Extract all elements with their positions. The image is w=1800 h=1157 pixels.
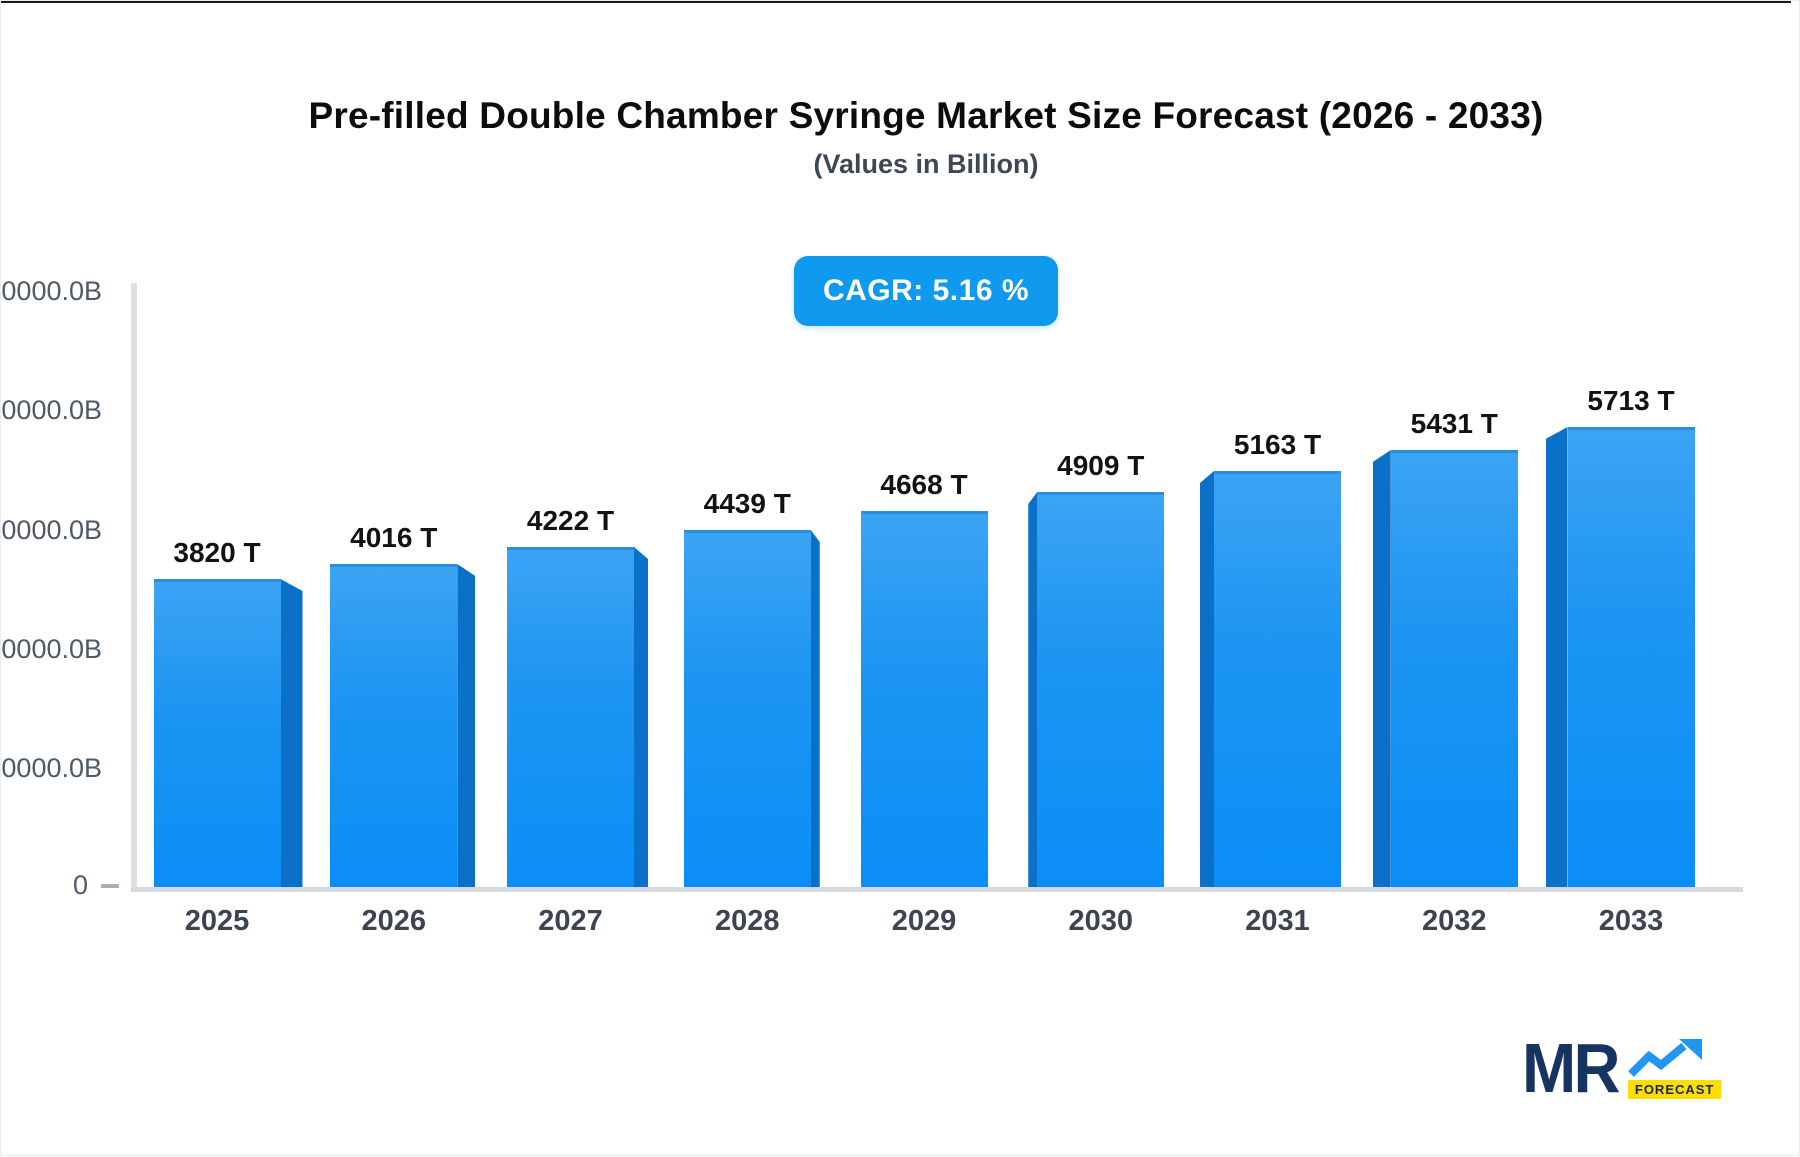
brand-logo: MR FORECAST [1522,1029,1722,1107]
bar-value-label-2026: 4016 T [350,522,438,553]
bar-value-label-2032: 5431 T [1410,408,1498,439]
x-axis-label-2031: 2031 [1245,905,1310,937]
bar-2028 [683,530,811,887]
bar-2030 [1037,492,1165,887]
x-axis-line [131,887,1743,892]
y-axis-label-3: 0000.0B [1,634,102,664]
top-border-line [1,1,1791,3]
bar-2028-side-face [810,530,820,887]
x-axis-label-2027: 2027 [538,905,603,937]
x-axis-label-2028: 2028 [714,905,780,937]
x-axis-label-2030: 2030 [1068,905,1133,937]
cagr-label: CAGR: 5.16 % [822,274,1030,307]
bar-2032-side-face [1372,450,1391,887]
logo-right-block: FORECAST [1627,1039,1722,1099]
bar-2025 [153,579,281,887]
y-axis-label-0: 0000.0B [1,276,102,306]
bar-2027-side-face [634,547,648,887]
chart-subtitle: (Values in Billion) [813,149,1039,179]
y-axis-label-2: 0000.0B [1,515,102,545]
chart-title: Pre-filled Double Chamber Syringe Market… [308,95,1544,136]
x-axis-label-2026: 2026 [361,905,426,937]
bar-value-label-2033: 5713 T [1587,385,1675,416]
bar-value-label-2031: 5163 T [1233,429,1322,460]
bar-value-label-2029: 4668 T [880,469,968,500]
bar-2033-side-face [1545,427,1568,887]
cagr-badge: CAGR: 5.16 % [794,256,1058,326]
x-axis-label-2032: 2032 [1421,905,1487,937]
bar-2025-side-face [280,579,303,887]
y-axis-label-4: 0000.0B [1,753,102,783]
bar-2027 [507,547,634,887]
bar-2031-side-face [1200,471,1214,887]
logo-forecast-badge: FORECAST [1627,1080,1722,1099]
bar-2026 [330,564,458,887]
bar-2030-side-face [1028,492,1038,887]
bar-2032 [1390,450,1518,887]
bar-2029 [860,511,988,887]
bar-value-label-2027: 4222 T [526,505,615,536]
x-axis-label-2025: 2025 [184,905,250,937]
zero-tick-dash [101,884,119,888]
bar-2031 [1214,471,1341,887]
y-axis-label-1: 0000.0B [1,395,102,425]
bar-value-label-2025: 3820 T [173,537,261,568]
bar-value-label-2030: 4909 T [1057,450,1145,481]
y-axis-line [131,283,137,892]
logo-text: MR [1522,1029,1620,1107]
bar-2026-side-face [457,564,476,887]
y-axis-label-5: 0 [72,870,88,900]
x-axis-label-2033: 2033 [1598,905,1664,937]
x-axis-label-2029: 2029 [891,905,957,937]
bar-value-label-2028: 4439 T [703,488,791,519]
trend-arrow-icon [1628,1039,1702,1077]
bar-2033 [1567,427,1695,887]
